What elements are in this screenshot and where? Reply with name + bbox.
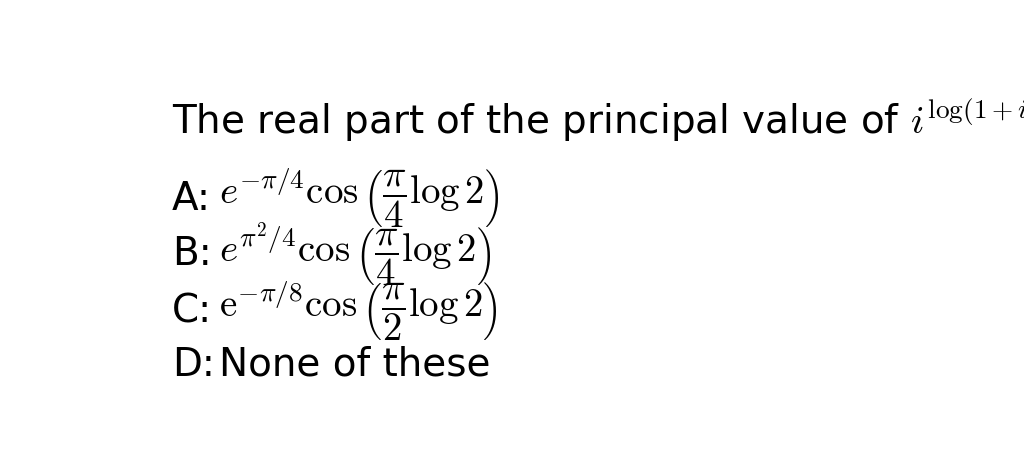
Text: C:: C: bbox=[172, 292, 212, 329]
Text: None of these: None of these bbox=[219, 345, 490, 383]
Text: $e^{-\pi/4} \cos \left(\dfrac{\pi}{4} \log 2\right)$: $e^{-\pi/4} \cos \left(\dfrac{\pi}{4} \l… bbox=[219, 167, 500, 230]
Text: D:: D: bbox=[172, 345, 214, 383]
Text: The real part of the principal value of $i^{\mathrm{log}(1+i)}$ is: The real part of the principal value of … bbox=[172, 95, 1024, 144]
Text: $\mathrm{e}^{-\pi/8} \cos \left(\dfrac{\pi}{2} \log 2\right)$: $\mathrm{e}^{-\pi/8} \cos \left(\dfrac{\… bbox=[219, 279, 498, 342]
Text: A:: A: bbox=[172, 179, 211, 217]
Text: B:: B: bbox=[172, 234, 211, 272]
Text: $e^{\pi^2/4} \cos \left(\dfrac{\pi}{4} \log 2\right)$: $e^{\pi^2/4} \cos \left(\dfrac{\pi}{4} \… bbox=[219, 219, 492, 288]
